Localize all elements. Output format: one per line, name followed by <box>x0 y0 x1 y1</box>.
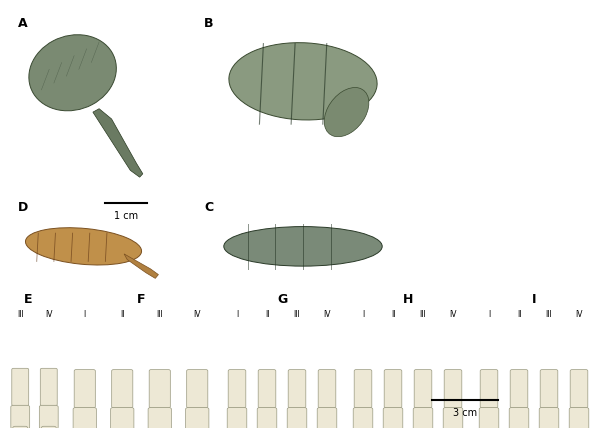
FancyBboxPatch shape <box>227 407 247 428</box>
Ellipse shape <box>324 87 369 137</box>
Text: 1 cm: 1 cm <box>114 211 138 221</box>
FancyBboxPatch shape <box>413 407 433 428</box>
FancyBboxPatch shape <box>509 407 529 428</box>
FancyBboxPatch shape <box>317 407 337 428</box>
FancyBboxPatch shape <box>383 407 403 428</box>
FancyBboxPatch shape <box>384 370 402 408</box>
Text: I: I <box>362 310 364 319</box>
FancyBboxPatch shape <box>12 369 29 406</box>
Text: I: I <box>488 310 490 319</box>
FancyBboxPatch shape <box>480 370 498 408</box>
FancyBboxPatch shape <box>148 407 172 428</box>
Text: IV: IV <box>323 310 331 319</box>
Polygon shape <box>124 254 158 278</box>
Text: D: D <box>18 201 28 214</box>
FancyBboxPatch shape <box>11 405 29 428</box>
FancyBboxPatch shape <box>40 369 57 406</box>
Text: IV: IV <box>449 310 457 319</box>
Ellipse shape <box>229 43 377 120</box>
FancyBboxPatch shape <box>353 407 373 428</box>
Text: II: II <box>265 310 269 319</box>
Text: B: B <box>204 17 214 30</box>
Text: II: II <box>517 310 521 319</box>
FancyBboxPatch shape <box>510 370 528 408</box>
FancyBboxPatch shape <box>74 370 95 408</box>
FancyBboxPatch shape <box>12 13 180 193</box>
FancyBboxPatch shape <box>187 370 208 408</box>
Text: G: G <box>277 293 287 306</box>
FancyBboxPatch shape <box>539 407 559 428</box>
FancyBboxPatch shape <box>287 407 307 428</box>
Ellipse shape <box>29 35 116 111</box>
FancyBboxPatch shape <box>318 370 336 408</box>
FancyBboxPatch shape <box>569 407 589 428</box>
FancyBboxPatch shape <box>258 370 276 408</box>
FancyBboxPatch shape <box>570 370 588 408</box>
Text: III: III <box>545 310 553 319</box>
Text: H: H <box>403 293 413 306</box>
Ellipse shape <box>224 226 382 266</box>
Text: IV: IV <box>575 310 583 319</box>
FancyBboxPatch shape <box>228 370 246 408</box>
Text: 3 cm: 3 cm <box>453 408 477 418</box>
Text: I: I <box>532 293 536 306</box>
FancyBboxPatch shape <box>112 370 133 408</box>
Text: IV: IV <box>193 310 201 319</box>
FancyBboxPatch shape <box>479 407 499 428</box>
Ellipse shape <box>25 228 142 265</box>
Text: I: I <box>236 310 238 319</box>
Text: III: III <box>17 310 23 319</box>
Text: A: A <box>18 17 28 30</box>
Text: C: C <box>204 201 213 214</box>
FancyBboxPatch shape <box>354 370 372 408</box>
FancyBboxPatch shape <box>110 407 134 428</box>
Text: IV: IV <box>45 310 53 319</box>
FancyBboxPatch shape <box>540 370 558 408</box>
Text: III: III <box>157 310 163 319</box>
FancyBboxPatch shape <box>149 370 170 408</box>
FancyBboxPatch shape <box>41 426 56 428</box>
Text: III: III <box>293 310 301 319</box>
FancyBboxPatch shape <box>185 407 209 428</box>
FancyBboxPatch shape <box>40 405 58 428</box>
FancyBboxPatch shape <box>288 370 306 408</box>
FancyBboxPatch shape <box>257 407 277 428</box>
Text: I: I <box>83 310 86 319</box>
Polygon shape <box>93 109 143 177</box>
FancyBboxPatch shape <box>444 370 462 408</box>
FancyBboxPatch shape <box>414 370 432 408</box>
FancyBboxPatch shape <box>13 426 28 428</box>
Text: E: E <box>24 293 33 306</box>
FancyBboxPatch shape <box>198 197 408 300</box>
Text: III: III <box>419 310 427 319</box>
FancyBboxPatch shape <box>443 407 463 428</box>
Text: F: F <box>137 293 145 306</box>
Text: II: II <box>391 310 395 319</box>
FancyBboxPatch shape <box>73 407 97 428</box>
Text: II: II <box>120 310 125 319</box>
FancyBboxPatch shape <box>12 197 180 300</box>
FancyBboxPatch shape <box>198 13 408 193</box>
